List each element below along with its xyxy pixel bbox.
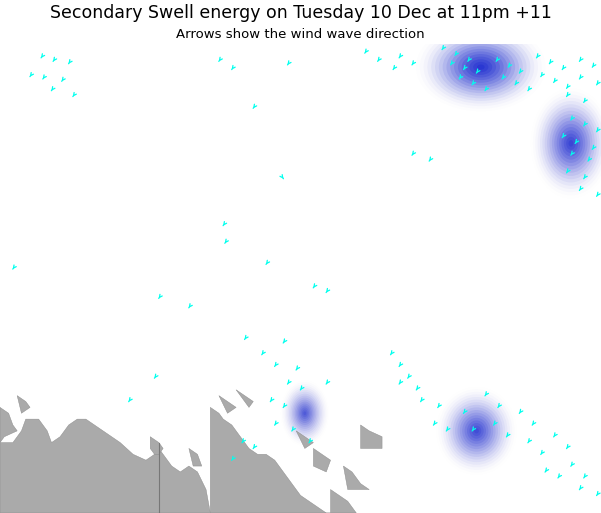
Text: Secondary Swell energy on Tuesday 10 Dec at 11pm +11: Secondary Swell energy on Tuesday 10 Dec… xyxy=(49,4,552,22)
Ellipse shape xyxy=(462,415,491,446)
Ellipse shape xyxy=(566,137,576,150)
Ellipse shape xyxy=(473,62,489,72)
Ellipse shape xyxy=(569,140,573,147)
Ellipse shape xyxy=(304,411,307,415)
Ellipse shape xyxy=(561,130,581,156)
Ellipse shape xyxy=(465,418,489,444)
Ellipse shape xyxy=(469,423,484,439)
Ellipse shape xyxy=(469,59,492,75)
Ellipse shape xyxy=(302,409,308,417)
Ellipse shape xyxy=(466,56,496,77)
Ellipse shape xyxy=(467,421,486,441)
Ellipse shape xyxy=(294,400,315,427)
Ellipse shape xyxy=(547,111,595,176)
Ellipse shape xyxy=(447,44,515,90)
Ellipse shape xyxy=(290,393,319,433)
Ellipse shape xyxy=(474,428,479,433)
Ellipse shape xyxy=(292,396,318,431)
Ellipse shape xyxy=(462,54,500,80)
Ellipse shape xyxy=(454,49,507,85)
Ellipse shape xyxy=(450,402,503,460)
Ellipse shape xyxy=(455,407,498,455)
Ellipse shape xyxy=(549,114,593,173)
Ellipse shape xyxy=(564,133,578,153)
Ellipse shape xyxy=(299,405,311,421)
Ellipse shape xyxy=(557,124,585,163)
Ellipse shape xyxy=(435,36,526,98)
Ellipse shape xyxy=(552,117,590,169)
Ellipse shape xyxy=(296,402,313,425)
Ellipse shape xyxy=(450,46,511,88)
Ellipse shape xyxy=(458,51,504,83)
Ellipse shape xyxy=(300,407,309,419)
Ellipse shape xyxy=(293,398,316,429)
Ellipse shape xyxy=(559,127,583,160)
Text: Arrows show the wind wave direction: Arrows show the wind wave direction xyxy=(176,28,425,42)
Ellipse shape xyxy=(453,405,501,457)
Ellipse shape xyxy=(439,38,523,96)
Ellipse shape xyxy=(472,426,481,436)
Ellipse shape xyxy=(477,65,484,70)
Ellipse shape xyxy=(457,410,496,452)
Ellipse shape xyxy=(443,41,519,93)
Ellipse shape xyxy=(545,108,597,179)
Ellipse shape xyxy=(460,412,493,449)
Ellipse shape xyxy=(554,121,588,166)
Ellipse shape xyxy=(297,403,312,423)
